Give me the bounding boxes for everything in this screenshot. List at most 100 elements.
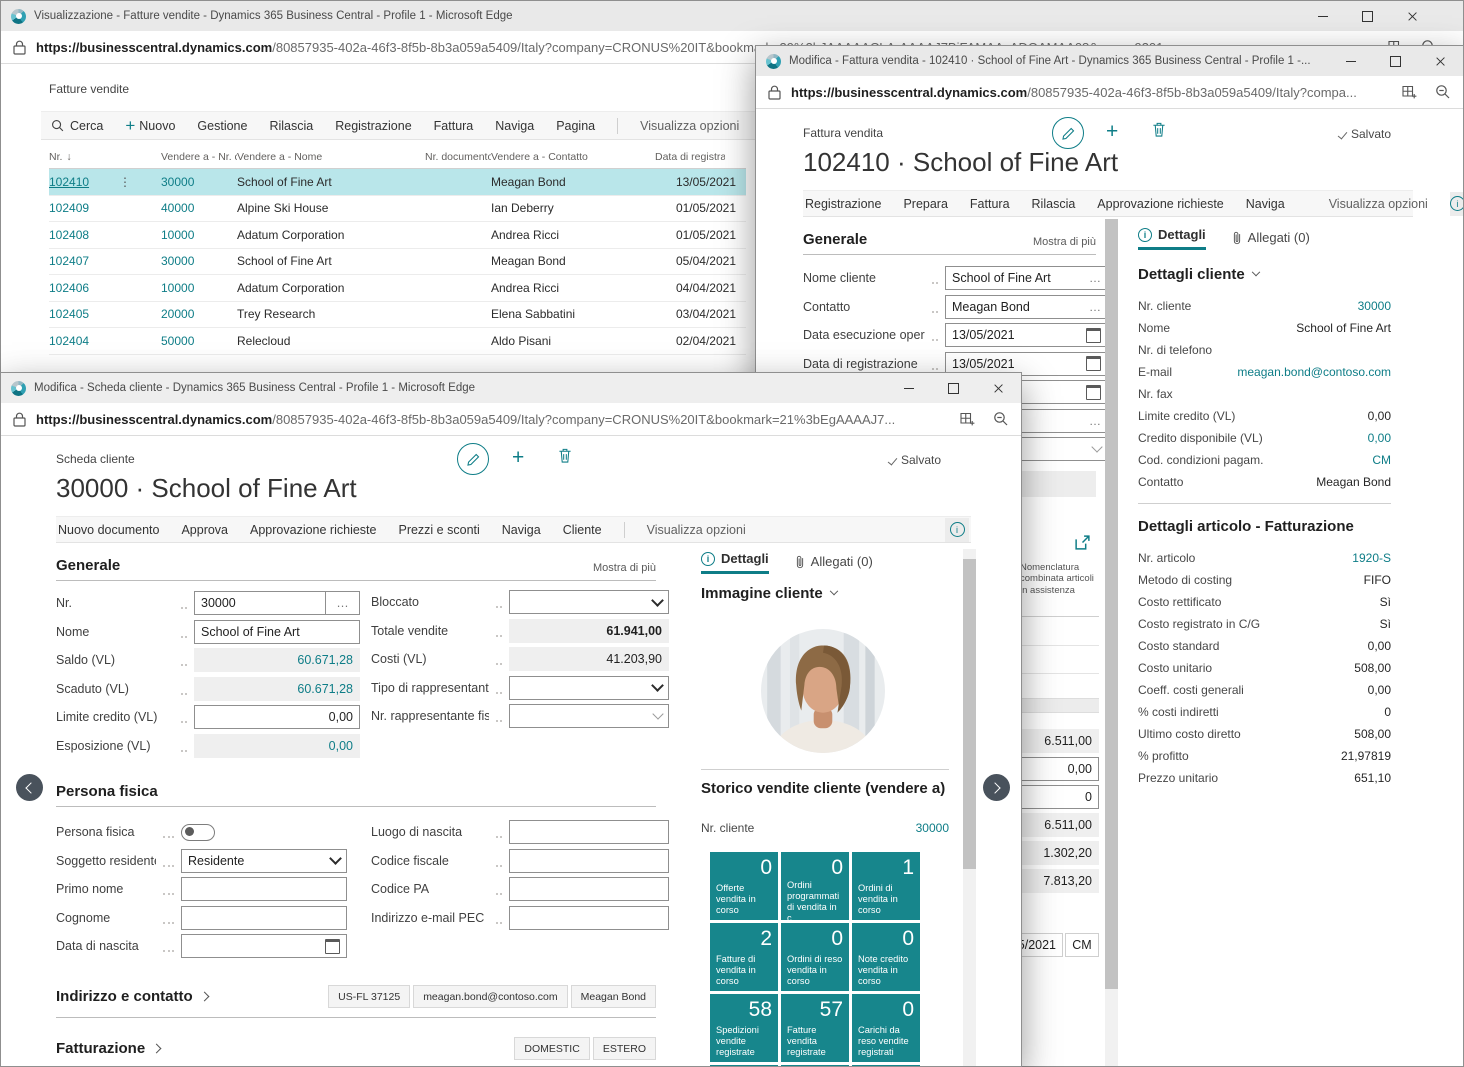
tipo-rappresentante-select[interactable]	[509, 675, 669, 700]
section-fatturazione[interactable]: Fatturazione DOMESTIC ESTERO	[56, 1037, 656, 1066]
cue-tile[interactable]: 1 Ordini di vendita in corso	[852, 852, 920, 920]
cue-tile[interactable]	[852, 1065, 920, 1066]
codice-pa-input[interactable]	[509, 877, 669, 901]
email-pec-input[interactable]	[509, 905, 669, 930]
invoice-link[interactable]: 102404	[49, 333, 90, 348]
section-indirizzo-contatto[interactable]: Indirizzo e contatto US-FL 37125 meagan.…	[56, 985, 656, 1018]
maximize-button[interactable]	[1373, 46, 1418, 76]
close-button[interactable]	[1418, 46, 1463, 76]
col-nome[interactable]: Vendere a - Nome	[237, 151, 323, 163]
luogo-nascita-input[interactable]	[509, 820, 669, 844]
col-data[interactable]: Data di registrazione	[655, 151, 725, 163]
tab-allegati[interactable]: Allegati (0)	[1232, 230, 1310, 250]
popout-icon[interactable]	[1074, 534, 1091, 556]
assist-edit-button[interactable]	[326, 591, 360, 615]
expand-factbox-button[interactable]	[983, 774, 1010, 801]
codice-fiscale-input[interactable]	[509, 848, 669, 873]
calendar-icon[interactable]	[1086, 384, 1101, 400]
menu-approvazione[interactable]: Approvazione richieste	[1097, 196, 1224, 211]
scaduto-value[interactable]: 60.671,28	[194, 676, 360, 701]
view-options-button[interactable]: Visualizza opzioni	[646, 522, 746, 537]
view-options-button[interactable]: Visualizza opzioni	[1328, 196, 1428, 211]
calendar-icon[interactable]	[1086, 356, 1101, 371]
menu-gestione[interactable]: Gestione	[197, 118, 248, 133]
costi-value[interactable]: 41.203,90	[509, 647, 669, 671]
tab-allegati[interactable]: Allegati (0)	[795, 554, 873, 574]
invoice-link[interactable]: 102408	[49, 227, 90, 242]
tab-dettagli[interactable]: Dettagli	[701, 551, 769, 574]
value-link[interactable]: 30000	[1357, 299, 1391, 313]
zoom-out-icon[interactable]	[993, 411, 1009, 427]
maximize-button[interactable]	[931, 373, 976, 403]
bloccato-select[interactable]	[509, 590, 669, 614]
cue-tile[interactable]	[781, 1065, 849, 1066]
minimize-button[interactable]	[886, 373, 931, 403]
limite-credito-input[interactable]: 0,00	[194, 705, 360, 729]
value-link[interactable]: 0,00	[1367, 431, 1391, 445]
titlebar[interactable]: Visualizzazione - Fatture vendite - Dyna…	[1, 1, 1463, 31]
image-header[interactable]: Immagine cliente	[701, 585, 838, 602]
invoice-link[interactable]: 102407	[49, 254, 90, 269]
nome-input[interactable]: School of Fine Art	[194, 619, 360, 644]
col-contatto[interactable]: Vendere a - Contatto	[491, 151, 588, 163]
value-link[interactable]: 30000	[915, 821, 949, 835]
calendar-icon[interactable]	[325, 938, 340, 954]
menu-rilascia[interactable]: Rilascia	[1031, 196, 1076, 211]
soggetto-residente-select[interactable]: Residente	[181, 848, 347, 873]
search-button[interactable]: Cerca	[51, 119, 103, 133]
value-link[interactable]: CM	[1372, 453, 1391, 467]
menu-naviga[interactable]: Naviga	[495, 118, 535, 133]
data-registrazione-input[interactable]: 13/05/2021	[945, 351, 1108, 376]
col-cliente[interactable]: Vendere a - Nr. cliente	[161, 151, 237, 163]
cue-tile[interactable]: 2 Fatture di vendita in corso	[710, 923, 778, 991]
new-document-button[interactable]: +	[1106, 120, 1119, 143]
section-generale[interactable]: Generale Mostra di più	[56, 557, 656, 581]
invoice-link[interactable]: 102405	[49, 307, 90, 322]
scrollbar[interactable]	[963, 549, 976, 1066]
menu-pagina[interactable]: Pagina	[556, 118, 596, 133]
table-row[interactable]: 102407 30000 School of Fine Art Meagan B…	[49, 249, 746, 275]
table-row[interactable]: 102409 40000 Alpine Ski House Ian Deberr…	[49, 196, 746, 222]
menu-nuovo-documento[interactable]: Nuovo documento	[58, 522, 160, 537]
cognome-input[interactable]	[181, 905, 347, 930]
data-nascita-input[interactable]	[181, 934, 347, 958]
menu-fattura[interactable]: Fattura	[433, 118, 474, 133]
menu-prepara[interactable]: Prepara	[903, 196, 948, 211]
close-button[interactable]	[1390, 1, 1435, 31]
nr-rappresentante-select[interactable]	[509, 704, 669, 728]
cue-tile[interactable]: 0 Ordini di reso vendita in corso	[781, 923, 849, 991]
table-row[interactable]: 102404 50000 Relecloud Aldo Pisani 02/04…	[49, 328, 746, 355]
esposizione-value[interactable]: 0,00	[194, 733, 360, 758]
collapse-factbox-button[interactable]	[16, 774, 43, 801]
calendar-icon[interactable]	[1086, 327, 1101, 343]
invoice-link[interactable]: 102406	[49, 280, 90, 295]
edit-button[interactable]	[1052, 117, 1084, 149]
assist-edit-icon[interactable]	[1089, 301, 1101, 313]
menu-fattura[interactable]: Fattura	[969, 196, 1010, 211]
col-doc-esterno[interactable]: Nr. documento esterno	[425, 151, 491, 163]
persona-fisica-toggle[interactable]	[181, 823, 215, 841]
table-row[interactable]: 102410 30000 School of Fine Art Meagan B…	[49, 169, 746, 196]
nr-input[interactable]: 30000	[194, 591, 326, 615]
menu-rilascia[interactable]: Rilascia	[269, 118, 314, 133]
menu-naviga[interactable]: Naviga	[1245, 196, 1285, 211]
cue-tile[interactable]: 0 Offerte vendita in corso	[710, 852, 778, 920]
new-document-button[interactable]: +	[512, 446, 525, 469]
cue-tile[interactable]: 0 Ordini programmati di vendita in c...	[781, 852, 849, 923]
contatto-input[interactable]: Meagan Bond	[945, 294, 1108, 319]
table-row[interactable]: 102405 20000 Trey Research Elena Sabbati…	[49, 302, 746, 328]
view-options-button[interactable]: Visualizza opzioni	[640, 118, 740, 133]
close-button[interactable]	[976, 373, 1021, 403]
apps-icon[interactable]	[959, 411, 975, 427]
footer-code-cell[interactable]: CM	[1065, 933, 1099, 957]
section-generale[interactable]: Generale Mostra di più	[803, 231, 1096, 255]
cue-tile[interactable]: 58 Spedizioni vendite registrate	[710, 994, 778, 1062]
menu-approvazione[interactable]: Approvazione richieste	[250, 522, 377, 537]
minimize-button[interactable]	[1300, 1, 1345, 31]
data-esecuzione-input[interactable]: 13/05/2021	[945, 323, 1108, 347]
value-link[interactable]: meagan.bond@contoso.com	[1237, 365, 1391, 379]
new-button[interactable]: + Nuovo	[125, 116, 176, 135]
info-button[interactable]	[945, 517, 969, 542]
menu-registrazione[interactable]: Registrazione	[335, 118, 412, 133]
address-bar[interactable]: https://businesscentral.dynamics.com/808…	[1, 403, 1021, 436]
